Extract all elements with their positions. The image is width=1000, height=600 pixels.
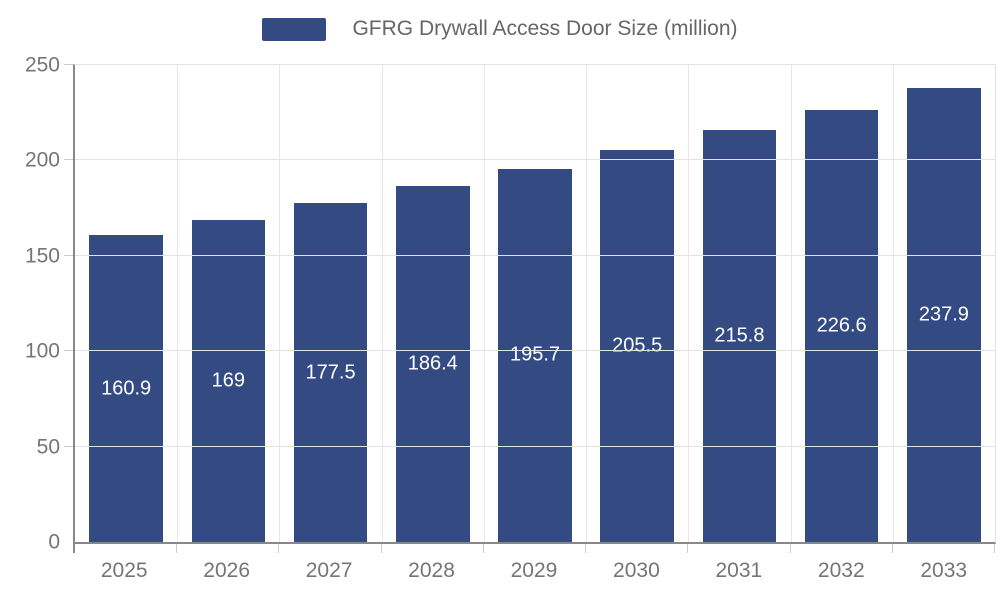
y-axis-tick [64, 254, 73, 256]
y-axis-tick-label: 150 [24, 244, 60, 268]
bar-slot: 186.4 [382, 65, 484, 542]
bar-2026[interactable]: 169 [191, 219, 266, 542]
x-axis-tick-label: 2030 [613, 559, 660, 582]
v-gridline [177, 65, 179, 542]
bar-slot: 160.9 [75, 65, 177, 542]
x-axis-tick [891, 544, 893, 553]
bar-value-label: 226.6 [816, 314, 867, 337]
bar-2031[interactable]: 215.8 [702, 130, 777, 542]
x-axis-tick [585, 544, 587, 553]
y-axis-tick-label: 200 [24, 148, 60, 172]
x-axis-origin-tick [73, 544, 75, 553]
bar-2027[interactable]: 177.5 [293, 203, 368, 542]
bar-value-label: 195.7 [509, 343, 561, 366]
legend-label: GFRG Drywall Access Door Size (million) [352, 17, 738, 40]
h-gridline [75, 159, 995, 161]
bar-value-label: 169 [211, 369, 246, 392]
h-gridline [75, 254, 995, 256]
v-gridline [381, 65, 383, 542]
h-gridline [75, 445, 995, 447]
bar-value-label: 205.5 [612, 334, 663, 357]
bar-value-label: 237.9 [918, 303, 969, 326]
v-gridline [483, 65, 485, 542]
x-axis-tick-label: 2027 [305, 559, 353, 582]
x-axis-tick [687, 544, 689, 553]
bar-2032[interactable]: 226.6 [804, 109, 879, 542]
x-axis-tick-label: 2032 [817, 559, 865, 582]
bar-slot: 237.9 [893, 65, 995, 542]
legend-item[interactable]: GFRG Drywall Access Door Size (million) [0, 17, 1000, 41]
y-axis-tick [64, 445, 73, 447]
y-axis-tick [64, 159, 73, 161]
y-axis-tick-label: 50 [36, 435, 60, 459]
legend-color-swatch [262, 17, 327, 41]
y-axis-tick-label: 100 [24, 339, 60, 363]
plot-area: 160.9 169 177.5 186.4 195.7 205.5 215.8 226.6 23… [25, 55, 996, 553]
bar-slot: 169 [177, 65, 279, 542]
x-axis-tick-label: 2026 [203, 559, 251, 582]
x-axis-labels: 2025 2026 2027 2028 2029 2030 2031 2032 2033 [73, 551, 995, 583]
x-axis-tick [380, 544, 382, 553]
x-axis-tick [176, 544, 178, 553]
bar-2025[interactable]: 160.9 [89, 235, 163, 542]
x-axis-tick [482, 544, 484, 553]
bar-value-label: 160.9 [101, 377, 152, 399]
bar-value-label: 215.8 [714, 324, 765, 347]
x-axis-tick-label: 2033 [920, 559, 968, 582]
bar-2028[interactable]: 186.4 [395, 186, 470, 542]
bar-slot: 195.7 [484, 65, 586, 542]
y-axis-tick [64, 350, 73, 352]
bar-value-label: 186.4 [407, 352, 458, 375]
y-axis-tick-label: 0 [48, 530, 60, 554]
bar-2029[interactable]: 195.7 [498, 168, 572, 542]
bars-container: 160.9 169 177.5 186.4 195.7 205.5 215.8 226.6 23… [75, 65, 995, 542]
v-gridline [279, 65, 281, 542]
v-gridline [892, 65, 894, 542]
x-axis-tick [994, 544, 995, 553]
bar-slot: 226.6 [791, 65, 893, 542]
x-axis-tick-label: 2028 [408, 559, 455, 582]
h-gridline [75, 350, 995, 352]
bar-slot: 205.5 [586, 65, 688, 542]
bar-2030[interactable]: 205.5 [600, 149, 674, 542]
x-axis-tick [789, 544, 791, 553]
bar-slot: 215.8 [688, 65, 790, 542]
bar-slot: 177.5 [279, 65, 381, 542]
x-axis-tick-label: 2031 [715, 559, 763, 582]
v-gridline [586, 65, 588, 542]
v-gridline [790, 65, 792, 542]
x-axis-tick [278, 544, 280, 553]
x-axis-tick-label: 2029 [510, 559, 558, 582]
bar-value-label: 177.5 [305, 361, 356, 384]
x-axis-tick-label: 2025 [100, 559, 148, 582]
y-axis-tick-label: 250 [24, 53, 60, 77]
v-gridline [688, 65, 690, 542]
y-axis-tick [64, 64, 73, 65]
bar-2033[interactable]: 237.9 [907, 88, 981, 542]
